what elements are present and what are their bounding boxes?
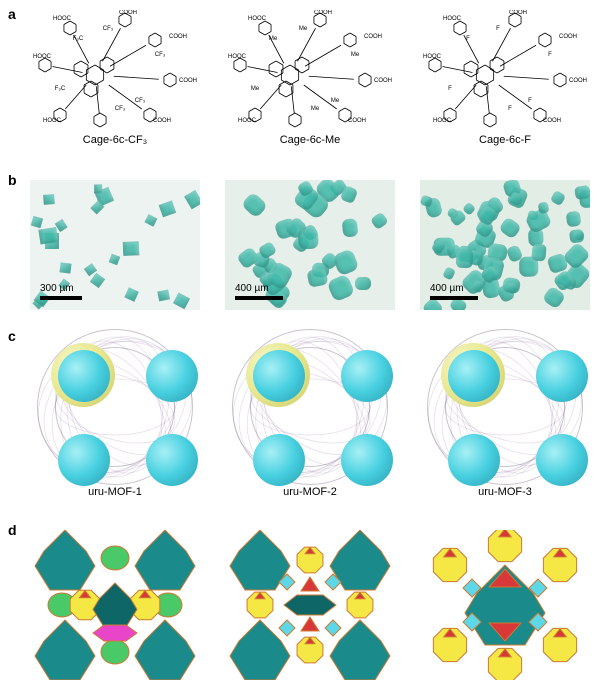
svg-text:CF₃: CF₃ <box>155 52 166 58</box>
svg-text:F: F <box>496 26 500 32</box>
scalebar-text-0: 300 µm <box>40 283 74 294</box>
poly-cell-1 <box>225 530 395 680</box>
panel-label-d: d <box>8 522 17 538</box>
scalebar-text-1: 400 µm <box>235 283 269 294</box>
mof-cell-0: uru-MOF-1 <box>30 332 200 498</box>
poly-svg-0 <box>30 530 200 680</box>
chem-caption-0: Cage-6c-CF₃ <box>83 134 147 146</box>
poly-svg-1 <box>225 530 395 680</box>
micro-cell-2: 400 µm <box>420 180 590 310</box>
svg-text:COOH: COOH <box>569 78 587 84</box>
scalebar-line-2 <box>430 296 478 300</box>
svg-text:F: F <box>548 52 552 58</box>
svg-text:F: F <box>508 106 512 112</box>
panel-label-a: a <box>8 6 16 22</box>
scalebar-1: 400 µm <box>235 283 283 300</box>
svg-text:COOH: COOH <box>509 10 527 16</box>
svg-text:Me: Me <box>269 36 278 42</box>
micro-cell-0: 300 µm <box>30 180 200 310</box>
scalebar-0: 300 µm <box>40 283 82 300</box>
poly-svg-2 <box>420 530 590 680</box>
micro-image-1: 400 µm <box>225 180 395 310</box>
svg-text:HOOC: HOOC <box>443 16 462 22</box>
poly-diagram-1 <box>225 530 395 680</box>
micro-image-0: 300 µm <box>30 180 200 310</box>
chem-cell-1: COOH COOH COOH HOOC HOOC HOOC COOH Me Me Me Me Me Me… <box>225 10 395 146</box>
svg-text:CF₃: CF₃ <box>115 106 126 112</box>
row-c: uru-MOF-1 uru-MOF-2 uru-MOF-3 <box>30 332 590 498</box>
svg-text:COOH: COOH <box>543 118 561 124</box>
chem-cell-2: COOH COOH COOH HOOC HOOC HOOC COOH F F F F F F Cage-… <box>420 10 590 146</box>
svg-text:HOOC: HOOC <box>43 118 62 124</box>
poly-cell-2 <box>420 530 590 680</box>
chem-caption-2: Cage-6c-F <box>479 134 531 146</box>
chem-caption-1: Cage-6c-Me <box>280 134 341 146</box>
svg-text:HOOC: HOOC <box>228 54 247 60</box>
chem-svg-1: COOH COOH COOH HOOC HOOC HOOC COOH Me Me Me Me Me Me <box>225 10 395 130</box>
svg-text:F: F <box>528 98 532 104</box>
svg-text:HOOC: HOOC <box>248 16 267 22</box>
row-b: 300 µm 400 µm 400 µm <box>30 180 590 310</box>
mof-cell-1: uru-MOF-2 <box>225 332 395 498</box>
poly-cell-0 <box>30 530 200 680</box>
svg-text:HOOC: HOOC <box>433 118 452 124</box>
mof-caption-0: uru-MOF-1 <box>88 486 142 498</box>
row-a: COOH COOH COOH HOOC HOOC HOOC COOH CF₃ CF₃ F₃C F₃C… <box>30 10 590 146</box>
scalebar-line-0 <box>40 296 82 300</box>
svg-text:COOH: COOH <box>179 78 197 84</box>
chem-structure-2: COOH COOH COOH HOOC HOOC HOOC COOH F F F F F F <box>420 10 590 130</box>
mof-diagram-0 <box>30 332 200 482</box>
mof-caption-2: uru-MOF-3 <box>478 486 532 498</box>
svg-text:F₃C: F₃C <box>55 86 66 92</box>
svg-text:COOH: COOH <box>169 34 187 40</box>
micro-image-2: 400 µm <box>420 180 590 310</box>
chem-svg-2: COOH COOH COOH HOOC HOOC HOOC COOH F F F F F F <box>420 10 590 130</box>
scalebar-2: 400 µm <box>430 283 478 300</box>
svg-text:COOH: COOH <box>374 78 392 84</box>
chem-svg-0: COOH COOH COOH HOOC HOOC HOOC COOH CF₃ CF₃ F₃C F₃C… <box>30 10 200 130</box>
svg-text:F: F <box>466 36 470 42</box>
svg-text:Me: Me <box>299 26 308 32</box>
mof-diagram-2 <box>420 332 590 482</box>
svg-text:COOH: COOH <box>314 10 332 16</box>
svg-text:CF₃: CF₃ <box>103 26 114 32</box>
poly-diagram-2 <box>420 530 590 680</box>
chem-cell-0: COOH COOH COOH HOOC HOOC HOOC COOH CF₃ CF₃ F₃C F₃C… <box>30 10 200 146</box>
svg-text:COOH: COOH <box>119 10 137 16</box>
svg-text:HOOC: HOOC <box>238 118 257 124</box>
panel-label-c: c <box>8 328 16 344</box>
svg-text:COOH: COOH <box>348 118 366 124</box>
row-d <box>30 530 590 680</box>
svg-text:Me: Me <box>251 86 260 92</box>
svg-text:COOH: COOH <box>364 34 382 40</box>
scalebar-line-1 <box>235 296 283 300</box>
mof-diagram-1 <box>225 332 395 482</box>
poly-diagram-0 <box>30 530 200 680</box>
svg-text:CF₃: CF₃ <box>135 98 146 104</box>
svg-text:HOOC: HOOC <box>33 54 52 60</box>
chem-structure-0: COOH COOH COOH HOOC HOOC HOOC COOH CF₃ CF₃ F₃C F₃C… <box>30 10 200 130</box>
scalebar-text-2: 400 µm <box>430 283 464 294</box>
chem-structure-1: COOH COOH COOH HOOC HOOC HOOC COOH Me Me Me Me Me Me <box>225 10 395 130</box>
svg-text:Me: Me <box>351 52 360 58</box>
svg-text:HOOC: HOOC <box>53 16 72 22</box>
svg-text:F₃C: F₃C <box>73 36 84 42</box>
svg-text:Me: Me <box>331 98 340 104</box>
mof-cell-2: uru-MOF-3 <box>420 332 590 498</box>
micro-cell-1: 400 µm <box>225 180 395 310</box>
panel-label-b: b <box>8 172 17 188</box>
mof-caption-1: uru-MOF-2 <box>283 486 337 498</box>
svg-text:COOH: COOH <box>153 118 171 124</box>
svg-text:COOH: COOH <box>559 34 577 40</box>
svg-text:F: F <box>448 86 452 92</box>
svg-text:HOOC: HOOC <box>423 54 442 60</box>
svg-text:Me: Me <box>311 106 320 112</box>
